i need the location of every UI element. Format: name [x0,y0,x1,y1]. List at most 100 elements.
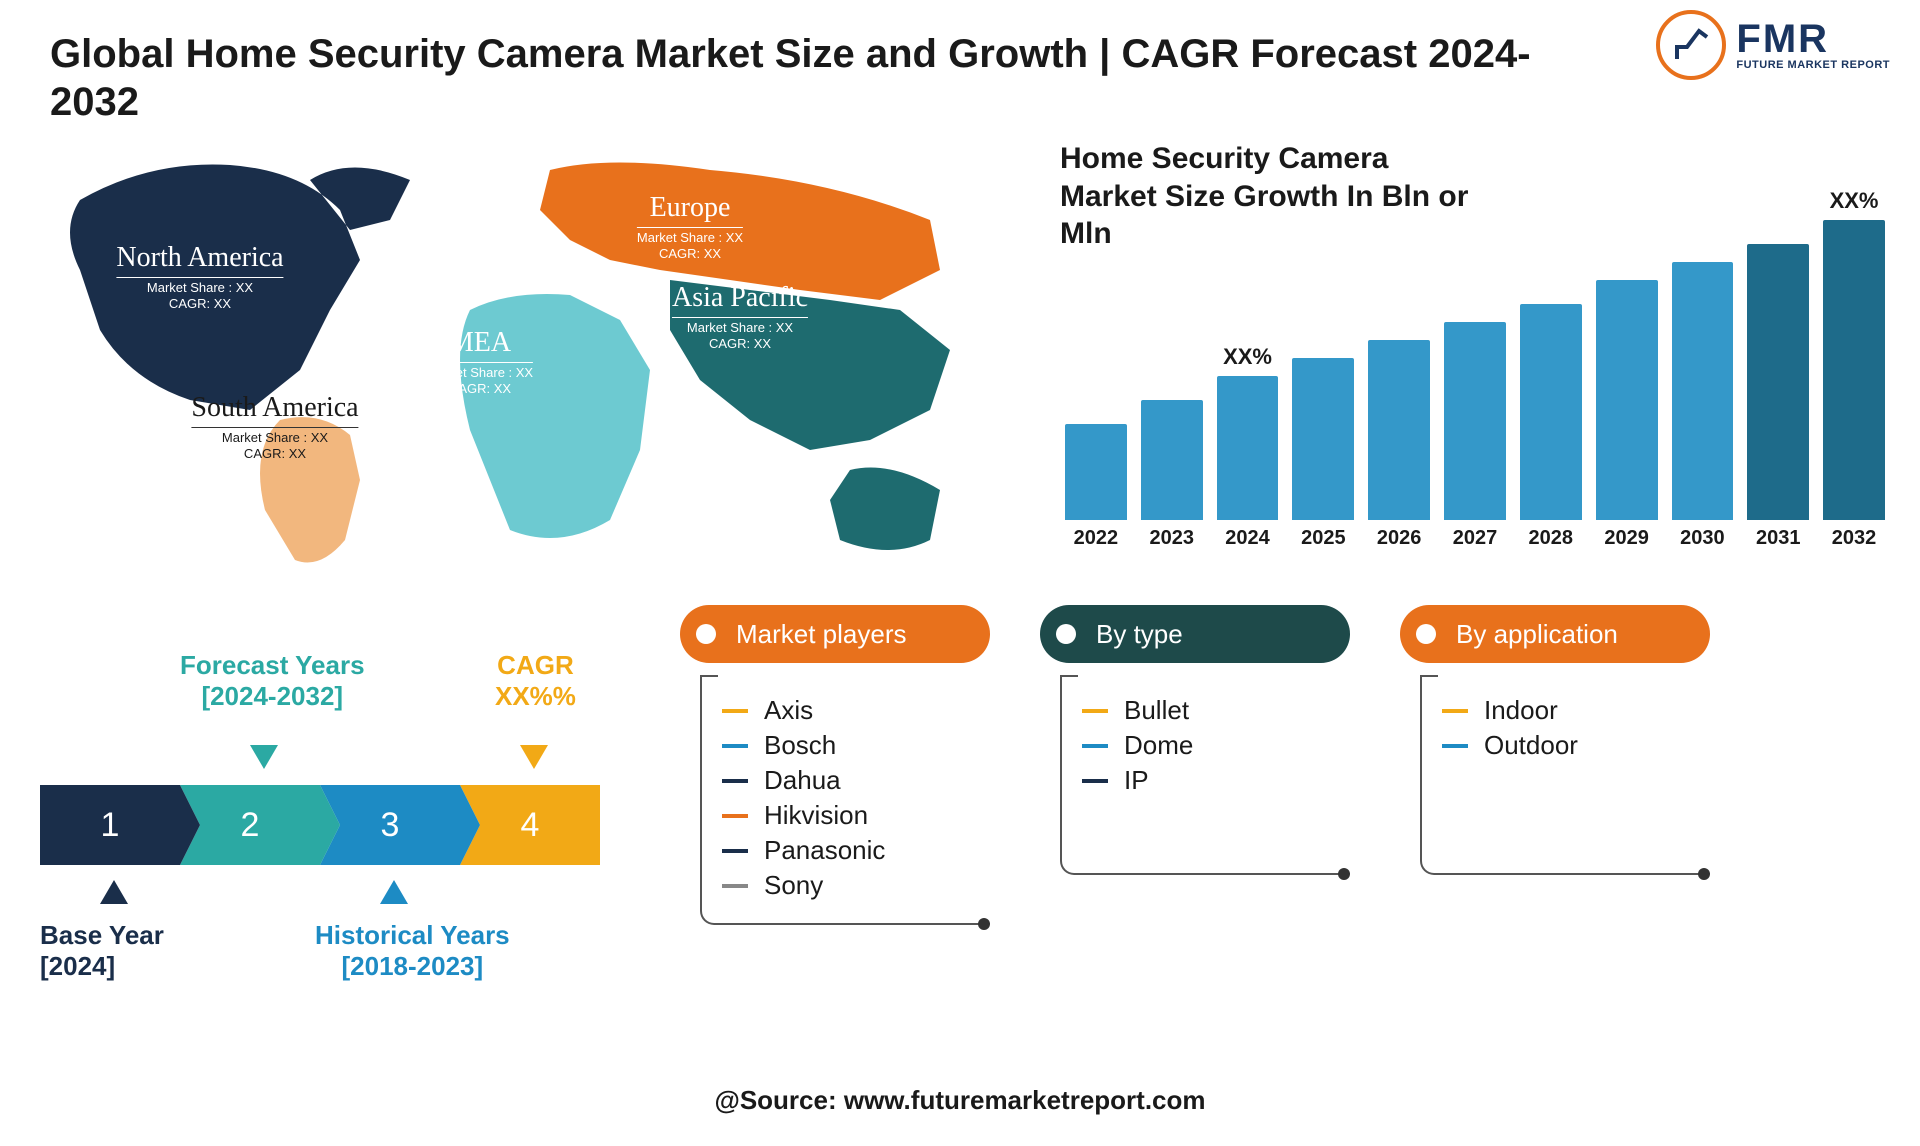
step-2: 2 [180,785,320,865]
category-item: Sony [702,868,984,903]
category-item: Bullet [1062,693,1344,728]
region-label-eu: EuropeMarket Share : XXCAGR: XX [637,190,743,263]
source-attribution: @Source: www.futuremarketreport.com [714,1085,1205,1116]
category-item: Panasonic [702,833,984,868]
bar-rect [1747,244,1809,520]
bar-2023: 2023 [1141,400,1203,520]
swatch-icon [722,884,748,888]
region-label-sa: South AmericaMarket Share : XXCAGR: XX [191,390,358,463]
swatch-icon [1442,744,1468,748]
category-item-label: Indoor [1484,695,1558,726]
category-item: Indoor [1422,693,1704,728]
category-market-players: Market players Axis Bosch Dahua Hikvision Pan… [680,605,990,925]
swatch-icon [722,779,748,783]
swatch-icon [1082,779,1108,783]
base-arrow-icon [100,880,128,904]
category-item-label: Hikvision [764,800,868,831]
category-by-application: By application Indoor Outdoor [1400,605,1710,875]
category-body: Bullet Dome IP [1060,675,1344,875]
bar-2022: 2022 [1065,424,1127,520]
step-1: 1 [40,785,180,865]
category-header: Market players [680,605,990,663]
category-by-type: By type Bullet Dome IP [1040,605,1350,875]
bar-year-label: 2022 [1074,527,1119,550]
bar-2028: 2028 [1520,304,1582,520]
category-item-label: Bosch [764,730,836,761]
step-4: 4 [460,785,600,865]
category-header: By application [1400,605,1710,663]
bar-year-label: 2028 [1529,527,1574,550]
category-item-label: Bullet [1124,695,1189,726]
bar-rect [1292,358,1354,520]
bar-rect [1065,424,1127,520]
category-item-label: Dome [1124,730,1193,761]
category-item: IP [1062,763,1344,798]
base-label: Base Year[2024] [40,920,164,982]
region-label-mea: MEAMarket Share : XXCAGR: XX [427,325,533,398]
category-item: Axis [702,693,984,728]
category-body: Indoor Outdoor [1420,675,1704,875]
page-title: Global Home Security Camera Market Size … [50,30,1550,126]
bar-rect [1217,376,1279,520]
swatch-icon [722,744,748,748]
logo-main-text: FMR [1736,19,1890,59]
step-3: 3 [320,785,460,865]
region-label-na: North AmericaMarket Share : XXCAGR: XX [116,240,283,313]
category-item-label: Axis [764,695,813,726]
category-item: Dome [1062,728,1344,763]
bar-year-label: 2031 [1756,527,1801,550]
category-item: Outdoor [1422,728,1704,763]
category-item-label: Panasonic [764,835,885,866]
bar-year-label: 2032 [1832,527,1877,550]
timeline-stepper: Forecast Years[2024-2032] CAGRXX%% 1234 … [40,630,630,980]
bar-year-label: 2025 [1301,527,1346,550]
world-map: North AmericaMarket Share : XXCAGR: XX So… [50,150,1010,570]
swatch-icon [1082,709,1108,713]
bar-chart: Home Security Camera Market Size Growth … [1060,140,1890,560]
bar-2025: 2025 [1292,358,1354,520]
bar-annotation: XX% [1830,188,1879,214]
bar-rect [1672,262,1734,520]
steps-row: 1234 [40,785,600,865]
swatch-icon [722,849,748,853]
bar-rect [1368,340,1430,520]
category-item-label: Sony [764,870,823,901]
bar-2026: 2026 [1368,340,1430,520]
category-item: Hikvision [702,798,984,833]
bar-year-label: 2023 [1149,527,1194,550]
bar-rect [1520,304,1582,520]
swatch-icon [1082,744,1108,748]
swatch-icon [722,814,748,818]
bar-annotation: XX% [1223,344,1272,370]
bar-rect [1596,280,1658,520]
bar-2027: 2027 [1444,322,1506,520]
logo-sub-text: FUTURE MARKET REPORT [1736,59,1890,71]
region-label-ap: Asia PacificMarket Share : XXCAGR: XX [672,280,808,353]
bar-rect [1444,322,1506,520]
historical-label: Historical Years[2018-2023] [315,920,510,982]
bar-year-label: 2026 [1377,527,1422,550]
forecast-arrow-icon [250,745,278,769]
category-item: Dahua [702,763,984,798]
category-item-label: Dahua [764,765,841,796]
bar-year-label: 2024 [1225,527,1270,550]
category-header: By type [1040,605,1350,663]
bar-2031: 2031 [1747,244,1809,520]
bar-year-label: 2027 [1453,527,1498,550]
bar-rect [1141,400,1203,520]
swatch-icon [1442,709,1468,713]
historical-arrow-icon [380,880,408,904]
swatch-icon [722,709,748,713]
bar-2030: 2030 [1672,262,1734,520]
chart-bars: 202220232024XX%2025202620272028202920302… [1060,210,1890,520]
cagr-arrow-icon [520,745,548,769]
bar-year-label: 2029 [1604,527,1649,550]
category-item-label: IP [1124,765,1149,796]
bar-rect [1823,220,1885,520]
bar-2029: 2029 [1596,280,1658,520]
category-item-label: Outdoor [1484,730,1578,761]
cagr-label: CAGRXX%% [495,650,576,712]
bar-2024: 2024XX% [1217,376,1279,520]
bar-2032: 2032XX% [1823,220,1885,520]
fmr-logo: FMR FUTURE MARKET REPORT [1656,10,1890,80]
